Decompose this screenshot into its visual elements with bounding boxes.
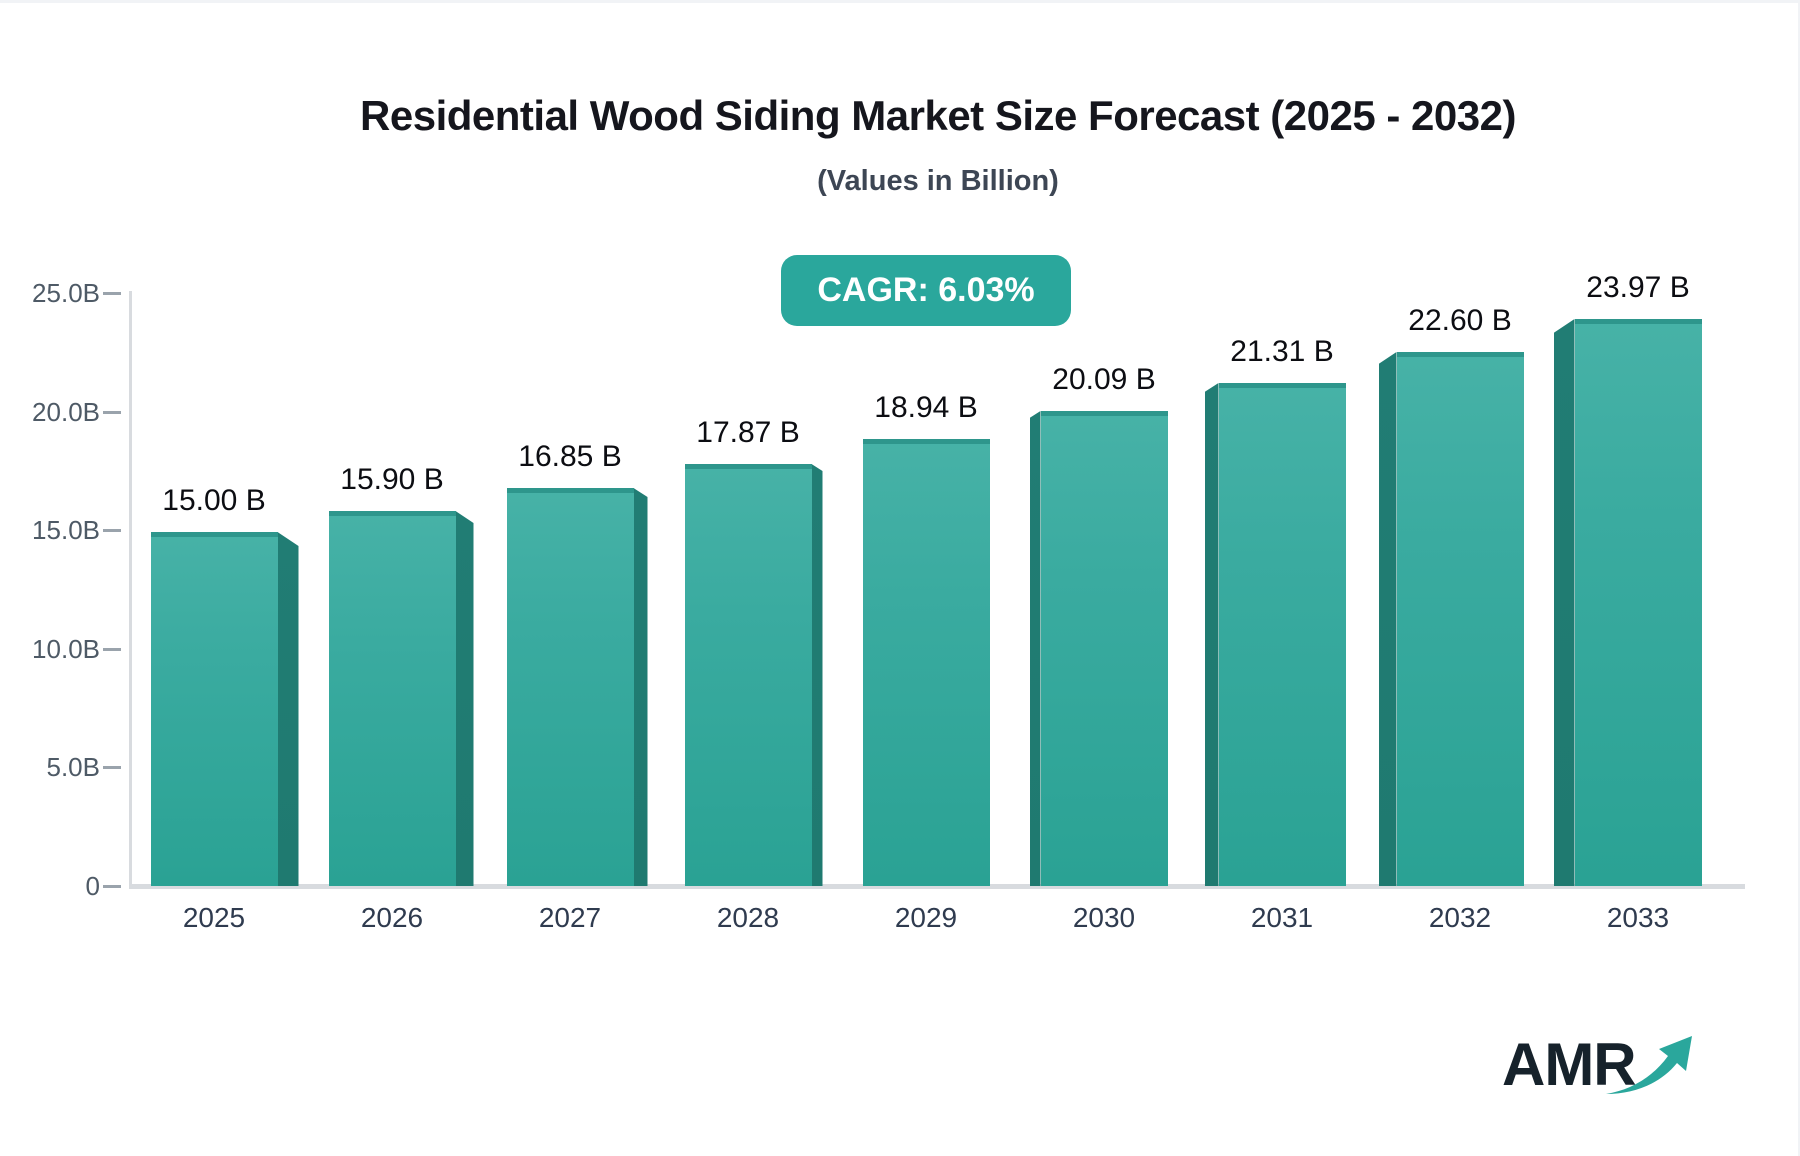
page-right-border — [1798, 0, 1800, 1156]
x-axis-category-label: 2028 — [716, 902, 780, 933]
bar-top-cap — [1396, 352, 1524, 357]
y-axis-tick-label: 20.0B — [32, 396, 100, 427]
bar — [684, 464, 812, 886]
x-axis-category-label: 2033 — [1606, 902, 1670, 933]
bar-3d-side — [1204, 383, 1219, 886]
x-axis-category-label: 2031 — [1250, 902, 1314, 933]
bar-3d-side — [1553, 319, 1575, 886]
bar-top-cap — [1040, 411, 1168, 416]
bar-value-label: 18.94 B — [874, 391, 978, 424]
bar-value-label: 21.31 B — [1230, 335, 1334, 368]
chart-subtitle: (Values in Billion) — [817, 165, 1059, 197]
y-axis-line — [129, 291, 132, 888]
y-axis-tick — [103, 410, 121, 414]
x-axis-line — [129, 884, 1745, 889]
bar-top-cap — [1218, 383, 1346, 388]
x-axis-category-label: 2025 — [182, 902, 246, 933]
bar-3d-side — [277, 532, 299, 886]
y-axis-tick — [103, 647, 121, 651]
bar-value-label: 20.09 B — [1052, 363, 1156, 396]
bar-top-cap — [684, 464, 812, 469]
bar-value-label: 16.85 B — [518, 440, 622, 473]
bar-3d-side — [633, 488, 648, 886]
bar-top-cap — [1574, 319, 1702, 324]
bar — [506, 488, 634, 886]
x-axis-category-label: 2029 — [894, 902, 958, 933]
page-top-border — [0, 0, 1800, 3]
bar-value-label: 22.60 B — [1408, 304, 1512, 337]
y-axis-tick-label: 0 — [85, 871, 100, 901]
y-axis-tick-label: 10.0B — [32, 633, 100, 664]
y-axis-tick — [103, 529, 121, 533]
bar-top-cap — [328, 511, 456, 516]
y-axis-tick — [103, 292, 121, 295]
x-axis-category-label: 2026 — [360, 902, 424, 933]
amr-logo-text: AMR — [1502, 1031, 1637, 1098]
bar — [1040, 411, 1168, 886]
bar — [1396, 352, 1524, 886]
cagr-badge-row: CAGR: 6.03% — [131, 255, 1721, 326]
bar — [1574, 319, 1702, 886]
y-axis-tick-label: 15.0B — [32, 515, 100, 546]
x-axis-category-label: 2027 — [538, 902, 602, 933]
y-axis-tick-label: 25.0B — [32, 278, 100, 308]
bar-3d-side — [1029, 411, 1041, 886]
bar-value-label: 15.00 B — [162, 484, 266, 517]
bar-3d-side — [811, 464, 823, 886]
bar-value-label: 23.97 B — [1586, 271, 1690, 304]
growth-arrow-icon — [1604, 1032, 1700, 1103]
amr-logo: AMR — [1502, 1026, 1702, 1104]
bar — [862, 439, 990, 886]
bar-3d-side — [1378, 352, 1397, 886]
y-axis-tick-label: 5.0B — [46, 752, 101, 783]
bar-value-label: 17.87 B — [696, 416, 800, 449]
bar-value-label: 15.90 B — [340, 463, 444, 496]
bar — [1218, 383, 1346, 886]
chart-title: Residential Wood Siding Market Size Fore… — [360, 92, 1516, 139]
y-axis-tick — [103, 885, 121, 888]
cagr-badge: CAGR: 6.03% — [781, 255, 1071, 326]
bar-top-cap — [150, 532, 278, 537]
bar — [150, 532, 278, 886]
bar-top-cap — [506, 488, 634, 493]
bar — [328, 511, 456, 886]
x-axis-category-label: 2032 — [1428, 902, 1492, 933]
bar-top-cap — [862, 439, 990, 444]
y-axis-tick — [103, 766, 121, 770]
x-axis-category-label: 2030 — [1072, 902, 1136, 933]
bar-3d-side — [455, 511, 474, 886]
